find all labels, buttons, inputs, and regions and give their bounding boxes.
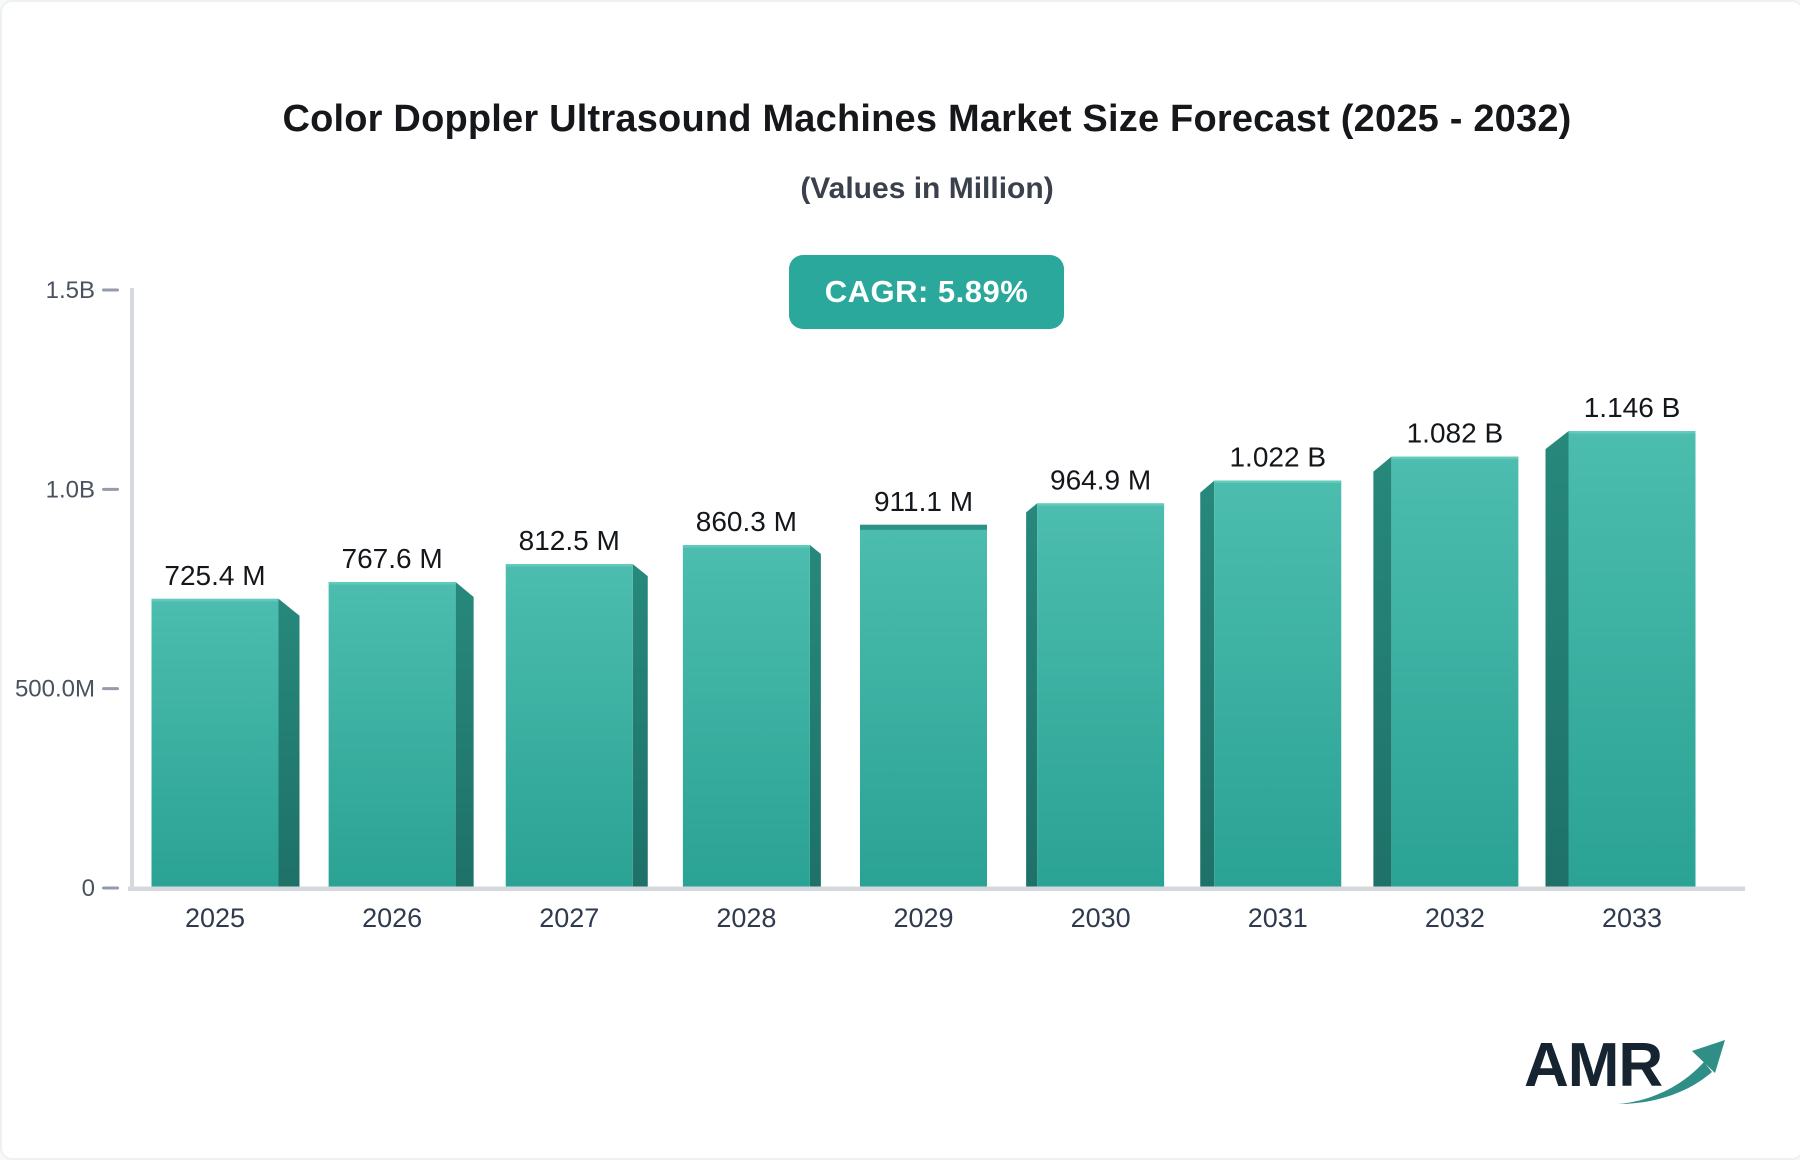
x-axis-label: 2033	[1602, 903, 1662, 933]
x-axis-label: 2030	[1071, 903, 1131, 933]
bar-front-face	[1037, 503, 1165, 888]
bar-value-label: 860.3 M	[696, 506, 797, 537]
x-axis-label: 2032	[1425, 903, 1485, 933]
bar-front-face	[1391, 456, 1519, 888]
bar-value-label: 964.9 M	[1050, 464, 1151, 495]
bar-front-face	[1214, 480, 1342, 888]
bar-value-label: 767.6 M	[342, 543, 443, 574]
bar-front-face	[860, 524, 987, 888]
bar-side-face	[278, 598, 300, 888]
bar-2027: 812.5 M 2027	[505, 525, 648, 933]
amr-logo: AMR	[1524, 1030, 1725, 1114]
bar-value-label: 1.022 B	[1229, 442, 1326, 473]
bar-top-highlight	[1037, 503, 1165, 506]
bar-front-face	[151, 598, 279, 888]
bar-side-face	[632, 564, 648, 888]
y-axis-label: 1.5B	[46, 277, 95, 304]
bar-top-highlight	[1391, 456, 1519, 460]
bar-front-face	[328, 581, 456, 888]
bar-front-face	[505, 564, 633, 888]
y-axis-label: 1.0B	[46, 476, 95, 503]
bar-top-highlight	[1214, 480, 1342, 484]
bar-value-label: 725.4 M	[164, 560, 265, 591]
y-tick-mark	[102, 487, 119, 491]
x-axis-label: 2025	[185, 903, 245, 933]
x-axis-label: 2029	[893, 903, 953, 933]
bar-side-face	[809, 545, 821, 888]
bar-top-highlight	[328, 581, 456, 585]
chart-subtitle: (Values in Million)	[800, 172, 1054, 205]
bar-side-face	[1373, 456, 1392, 888]
bar-2025: 725.4 M 2025	[151, 560, 300, 933]
bar-2033: 1.146 B 2033	[1545, 392, 1696, 933]
bar-2031: 1.022 B 2031	[1200, 442, 1342, 933]
bar-top-face	[860, 524, 987, 530]
cagr-badge: CAGR: 5.89%	[789, 255, 1064, 329]
amr-logo-text: AMR	[1524, 1031, 1663, 1100]
bar-2029: 911.1 M 2029	[860, 486, 987, 933]
bar-top-highlight	[505, 564, 633, 567]
bar-value-label: 1.082 B	[1407, 418, 1504, 449]
bar-side-face	[1545, 431, 1569, 888]
cagr-badge-label: CAGR: 5.89%	[824, 274, 1029, 309]
x-axis-label: 2028	[716, 903, 776, 933]
bar-2028: 860.3 M 2028	[682, 506, 821, 933]
bar-side-face	[1026, 503, 1038, 888]
bar-front-face	[682, 545, 810, 888]
y-tick-mark	[102, 886, 119, 890]
bar-value-label: 812.5 M	[519, 525, 620, 556]
bar-value-label: 1.146 B	[1584, 392, 1681, 423]
bar-value-label: 911.1 M	[874, 486, 973, 517]
chart-title: Color Doppler Ultrasound Machines Market…	[282, 98, 1572, 140]
x-axis-label: 2026	[362, 903, 422, 933]
trending-up-arrow-icon	[1618, 1040, 1725, 1104]
bar-front-face	[1568, 431, 1696, 888]
bar-side-face	[455, 581, 474, 888]
x-axis-label: 2027	[539, 903, 599, 933]
y-axis-line	[130, 288, 134, 890]
bar-2030: 964.9 M 2030	[1026, 464, 1165, 933]
bar-top-highlight	[151, 598, 279, 602]
bar-side-face	[1200, 480, 1215, 888]
bar-top-highlight	[682, 545, 810, 548]
bar-2032: 1.082 B 2032	[1373, 418, 1519, 933]
y-axis-label: 0	[82, 875, 95, 902]
y-tick-mark	[102, 687, 119, 691]
y-axis-label: 500.0M	[15, 676, 95, 703]
y-tick-mark	[102, 288, 119, 292]
x-axis-line	[128, 886, 1745, 891]
bar-top-highlight	[1568, 431, 1696, 434]
x-axis-label: 2031	[1248, 903, 1308, 933]
bar-2026: 767.6 M 2026	[328, 543, 474, 933]
